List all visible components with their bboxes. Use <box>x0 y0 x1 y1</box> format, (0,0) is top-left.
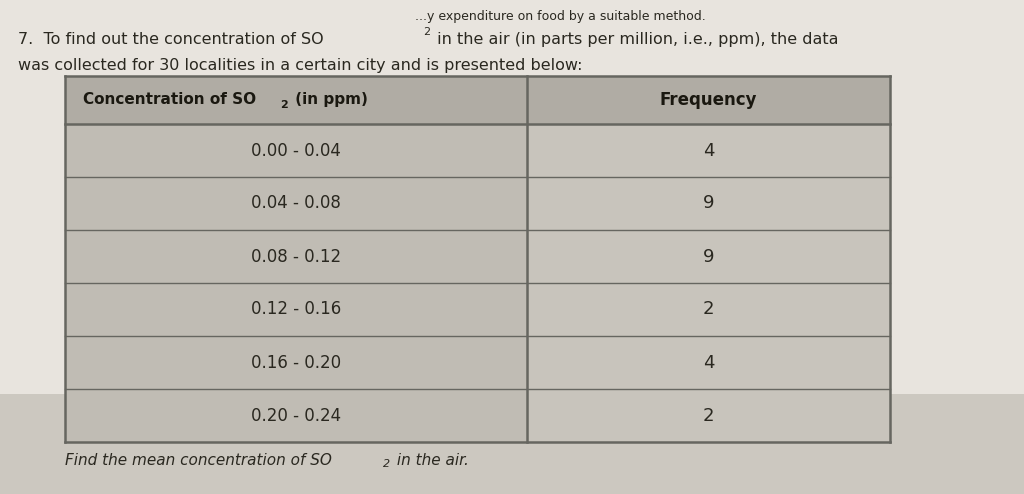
Text: 2: 2 <box>423 27 430 37</box>
Text: (in ppm): (in ppm) <box>290 92 368 108</box>
Text: 2: 2 <box>280 100 288 110</box>
Text: in the air (in parts per million, i.e., ppm), the data: in the air (in parts per million, i.e., … <box>432 32 839 47</box>
Text: 9: 9 <box>702 195 715 212</box>
Text: 2: 2 <box>383 459 390 469</box>
Text: was collected for 30 localities in a certain city and is presented below:: was collected for 30 localities in a cer… <box>18 58 583 73</box>
Text: 4: 4 <box>702 141 715 160</box>
Text: 0.08 - 0.12: 0.08 - 0.12 <box>251 247 341 265</box>
Text: 0.12 - 0.16: 0.12 - 0.16 <box>251 300 341 319</box>
Bar <box>527 76 890 442</box>
Text: Find the mean concentration of SO: Find the mean concentration of SO <box>65 453 332 467</box>
Text: Frequency: Frequency <box>659 91 758 109</box>
Text: 2: 2 <box>702 407 715 424</box>
Text: 0.00 - 0.04: 0.00 - 0.04 <box>251 141 341 160</box>
Bar <box>0 394 1024 494</box>
Text: Concentration of SO: Concentration of SO <box>83 92 256 108</box>
Bar <box>65 76 527 442</box>
Bar <box>0 0 1024 394</box>
Text: 0.20 - 0.24: 0.20 - 0.24 <box>251 407 341 424</box>
Text: 9: 9 <box>702 247 715 265</box>
Text: 0.04 - 0.08: 0.04 - 0.08 <box>251 195 341 212</box>
Text: ...y expenditure on food by a suitable method.: ...y expenditure on food by a suitable m… <box>415 10 706 23</box>
Text: 2: 2 <box>702 300 715 319</box>
Text: in the air.: in the air. <box>392 453 469 467</box>
Text: 4: 4 <box>702 354 715 371</box>
Bar <box>65 76 890 124</box>
Text: 0.16 - 0.20: 0.16 - 0.20 <box>251 354 341 371</box>
Text: 7.  To find out the concentration of SO: 7. To find out the concentration of SO <box>18 32 324 47</box>
